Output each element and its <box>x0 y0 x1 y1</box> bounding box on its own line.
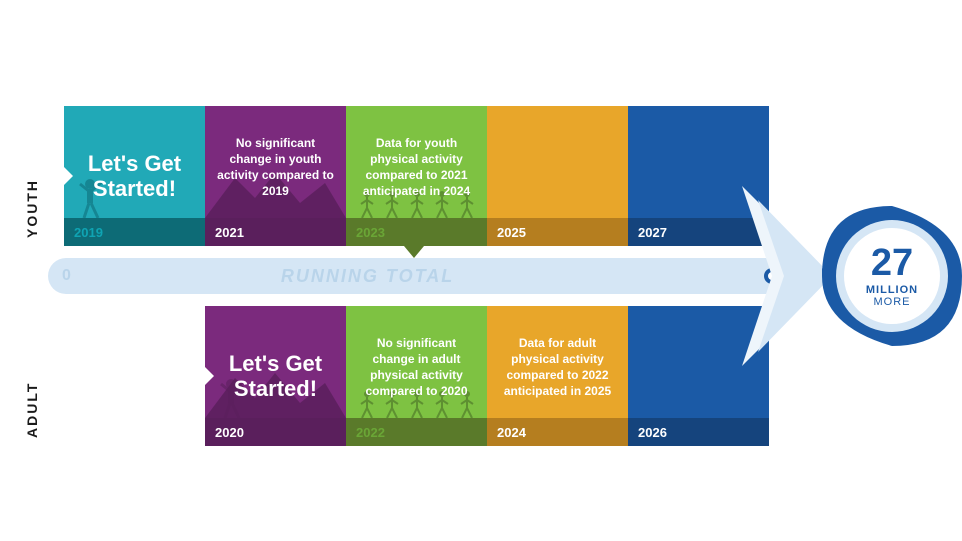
timeline-card-2020: Let's Get Started! 2020 <box>205 306 346 446</box>
card-text: No significant change in adult physical … <box>358 335 475 400</box>
adult-row: Let's Get Started! 2020 No significant cha… <box>205 306 769 446</box>
year-label: 2021 <box>205 218 346 246</box>
timeline-card-2024: Data for adult physical activity compare… <box>487 306 628 446</box>
timeline-card-2025: 2025 <box>487 106 628 246</box>
card-text: Data for youth physical activity compare… <box>358 135 475 200</box>
timeline-card-2022: No significant change in adult physical … <box>346 306 487 446</box>
year-label: 2024 <box>487 418 628 446</box>
adult-label: ADULT <box>24 382 40 438</box>
card-text: Data for adult physical activity compare… <box>499 335 616 400</box>
pointer-down-icon <box>404 246 424 258</box>
badge-number: 27 <box>871 244 913 282</box>
notch-icon <box>63 166 73 186</box>
chevron-right-icon <box>742 186 832 366</box>
timeline-card-2019: Let's Get Started! 2019 <box>64 106 205 246</box>
goal-badge: 27 MILLION MORE <box>812 186 962 366</box>
card-text: Let's Get Started! <box>88 151 181 202</box>
year-label: 2025 <box>487 218 628 246</box>
year-label: 2020 <box>205 418 346 446</box>
year-label: 2019 <box>64 218 205 246</box>
badge-more: MORE <box>874 296 911 308</box>
running-total-bar: 0 RUNNING TOTAL <box>48 258 788 294</box>
card-text: Let's Get Started! <box>229 351 322 402</box>
badge-content: 27 MILLION MORE <box>844 228 940 324</box>
running-total-zero: 0 <box>62 267 71 285</box>
card-text: No significant change in youth activity … <box>217 135 334 200</box>
youth-label: YOUTH <box>24 179 40 238</box>
youth-row: Let's Get Started! 2019 No significant cha… <box>64 106 769 246</box>
year-label: 2023 <box>346 218 487 246</box>
year-label: 2026 <box>628 418 769 446</box>
year-label: 2022 <box>346 418 487 446</box>
running-total-label: RUNNING TOTAL <box>281 266 454 287</box>
badge-circle: 27 MILLION MORE <box>822 206 962 346</box>
timeline-card-2021: No significant change in youth activity … <box>205 106 346 246</box>
timeline-card-2023: Data for youth physical activity compare… <box>346 106 487 246</box>
infographic-canvas: YOUTH ADULT Let's Get Started! 2019 No sig… <box>0 0 962 541</box>
badge-million: MILLION <box>866 284 918 296</box>
